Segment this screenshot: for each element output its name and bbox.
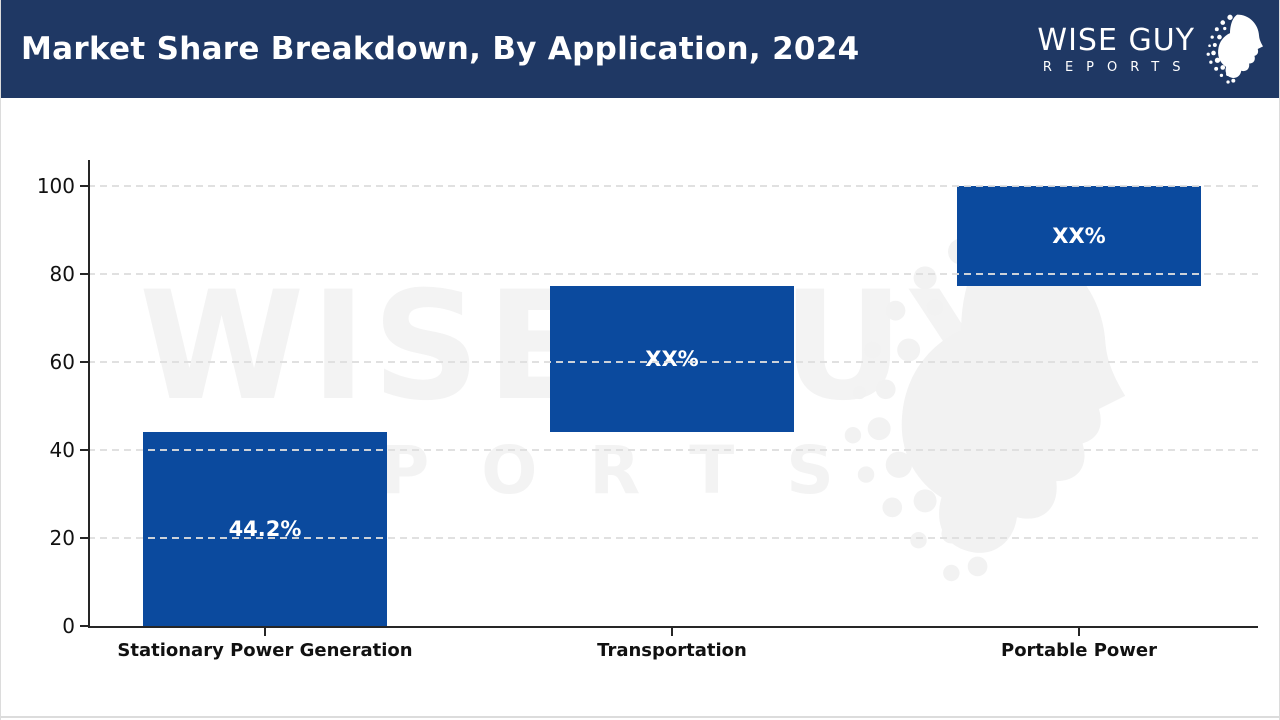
x-tick-mark [671, 628, 673, 636]
bar-value-label: XX% [645, 346, 699, 371]
brand-logo: WISE GUY REPORTS [1037, 6, 1265, 92]
y-tick-mark [80, 273, 88, 275]
gridline [88, 273, 1258, 275]
logo-wordmark: WISE GUY [1037, 22, 1195, 58]
header-bar: Market Share Breakdown, By Application, … [1, 0, 1279, 98]
chart-title: Market Share Breakdown, By Application, … [21, 31, 860, 67]
y-tick-mark [80, 625, 88, 627]
y-tick-mark [80, 449, 88, 451]
y-tick-mark [80, 185, 88, 187]
y-tick-label: 100 [36, 174, 75, 198]
gridline [88, 537, 1258, 539]
bar: XX% [957, 186, 1201, 286]
bar-value-label: XX% [1052, 223, 1106, 248]
y-tick-mark [80, 537, 88, 539]
y-tick-label: 80 [49, 262, 75, 286]
logo-subtitle: REPORTS [1042, 59, 1194, 75]
bar: 44.2% [143, 431, 387, 626]
gridline [88, 185, 1258, 187]
x-axis-line [88, 626, 1258, 628]
bar: XX% [550, 285, 794, 432]
logo-text: WISE GUY REPORTS [1037, 22, 1195, 75]
y-tick-label: 60 [49, 350, 75, 374]
y-tick-label: 20 [49, 526, 75, 550]
y-tick-label: 0 [62, 614, 75, 638]
x-tick-mark [264, 628, 266, 636]
x-axis-label: Stationary Power Generation [117, 640, 413, 661]
bar-value-label: 44.2% [228, 516, 302, 541]
y-axis-line [88, 160, 90, 628]
y-tick-mark [80, 361, 88, 363]
x-tick-mark [1078, 628, 1080, 636]
figure-bottom-border [1, 716, 1279, 718]
y-tick-label: 40 [49, 438, 75, 462]
gridline [88, 449, 1258, 451]
x-axis-label: Transportation [597, 640, 747, 661]
logo-face-icon [1199, 10, 1265, 88]
gridline [88, 361, 1258, 363]
x-axis-label: Portable Power [1001, 640, 1157, 661]
